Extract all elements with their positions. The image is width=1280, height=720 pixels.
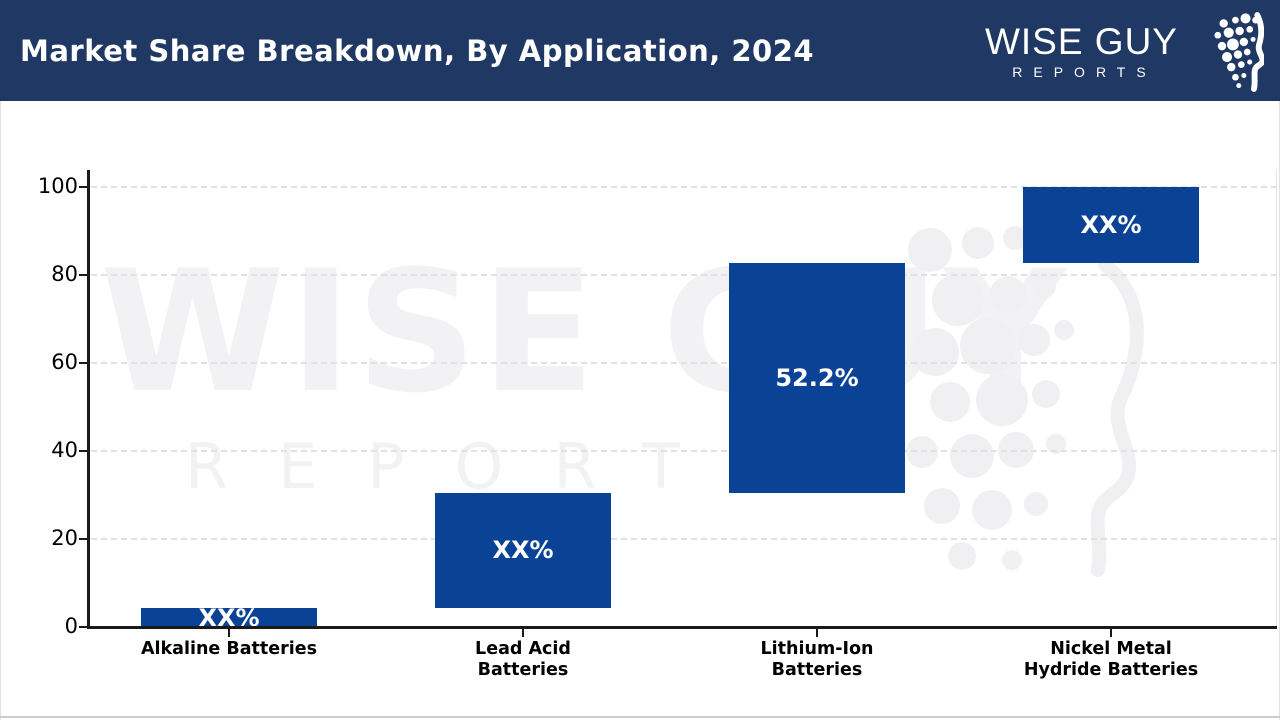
- bar: XX%: [435, 492, 611, 609]
- bar: XX%: [141, 604, 317, 632]
- category-label-line: Batteries: [477, 660, 569, 680]
- brand-logo-text: WISE GUY REPORTS: [985, 23, 1178, 81]
- y-tick: [79, 538, 87, 540]
- category-label: Nickel Metal Hydride Batteries: [991, 639, 1231, 681]
- gridline: [91, 186, 1277, 188]
- category-label-line: Hydride Batteries: [1023, 660, 1199, 680]
- header-bar: Market Share Breakdown, By Application, …: [0, 0, 1280, 101]
- y-tick: [79, 362, 87, 364]
- y-tick: [79, 626, 87, 628]
- watermark-subtext: REPORTS: [185, 430, 820, 503]
- bar: 52.2%: [729, 263, 905, 493]
- plot-right-spine: [1276, 170, 1277, 629]
- watermark-text: WISE GUY: [100, 234, 1071, 430]
- page-border-left: [0, 101, 1, 720]
- x-axis-spine: [87, 626, 1277, 629]
- brand-head-icon: [1214, 12, 1264, 92]
- x-tick: [522, 629, 524, 637]
- x-tick: [816, 629, 818, 637]
- y-tick-label: 40: [51, 438, 78, 462]
- bar: XX%: [1023, 187, 1199, 264]
- bar-value-label: 52.2%: [775, 363, 859, 392]
- page-title: Market Share Breakdown, By Application, …: [20, 33, 815, 68]
- gridline: [91, 362, 1277, 364]
- brand-subname: REPORTS: [1012, 64, 1157, 80]
- y-tick-label: 80: [51, 262, 78, 286]
- gridline: [91, 274, 1277, 276]
- category-label-line: Lead Acid: [475, 639, 571, 659]
- category-label: Lead Acid Batteries: [403, 639, 643, 681]
- bar-value-label: XX%: [1080, 211, 1142, 240]
- category-label-line: Batteries: [771, 660, 863, 680]
- category-label-line: Nickel Metal: [1050, 639, 1172, 659]
- brand-name: WISE GUY: [984, 21, 1178, 62]
- gridline: [91, 538, 1277, 540]
- y-tick-label: 20: [51, 526, 78, 550]
- footer-rule: [0, 716, 1280, 718]
- y-tick: [79, 450, 87, 452]
- x-tick: [228, 629, 230, 637]
- gridline: [91, 450, 1277, 452]
- y-tick-label: 60: [51, 350, 78, 374]
- category-label-line: Alkaline Batteries: [140, 639, 318, 659]
- x-tick: [1110, 629, 1112, 637]
- y-tick-label: 100: [37, 174, 78, 198]
- category-label: Alkaline Batteries: [109, 639, 349, 660]
- y-tick: [79, 186, 87, 188]
- category-label-line: Lithium-Ion: [760, 639, 874, 659]
- y-tick-label: 0: [64, 614, 78, 638]
- y-tick: [79, 274, 87, 276]
- bar-value-label: XX%: [492, 536, 554, 565]
- category-label: Lithium-Ion Batteries: [697, 639, 937, 681]
- y-axis-spine: [87, 170, 90, 629]
- brand-logo: WISE GUY REPORTS: [985, 8, 1264, 96]
